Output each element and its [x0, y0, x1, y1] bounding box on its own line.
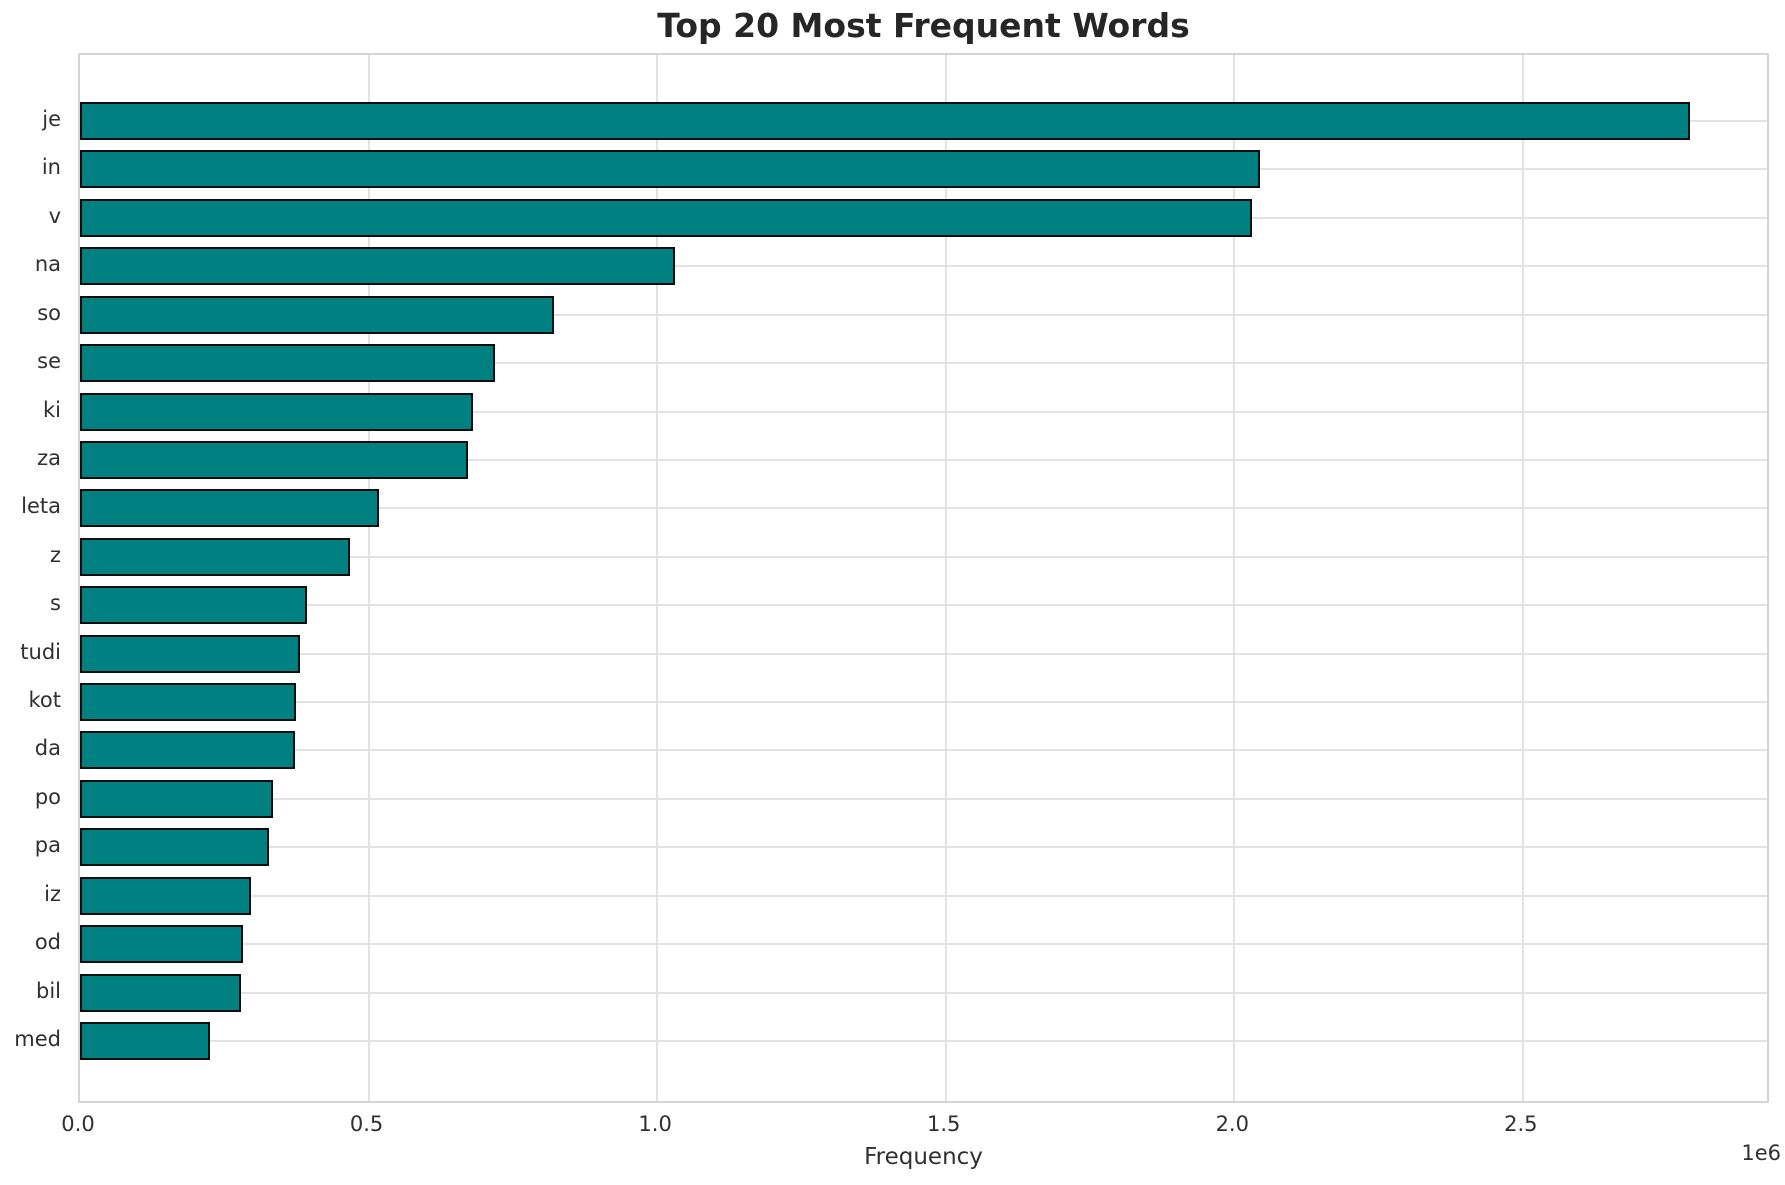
x-tick-label-1.0: 1.0 — [638, 1112, 672, 1136]
horizontal-gridline — [80, 362, 1767, 365]
y-tick-label-s: s — [50, 591, 61, 616]
horizontal-gridline — [80, 991, 1767, 994]
x-tick-label-0.5: 0.5 — [349, 1112, 384, 1136]
bar-je — [80, 102, 1691, 140]
bar-na — [80, 247, 676, 286]
bar-od — [80, 925, 243, 964]
horizontal-gridline — [80, 555, 1767, 558]
horizontal-gridline — [80, 604, 1767, 607]
horizontal-gridline — [80, 846, 1767, 849]
vertical-gridline — [367, 55, 370, 1101]
vertical-gridline — [944, 55, 947, 1101]
x-axis-label: Frequency — [864, 1144, 983, 1170]
plot-area — [78, 53, 1769, 1103]
y-tick-label-od: od — [34, 930, 61, 955]
y-tick-label-se: se — [37, 349, 61, 374]
y-tick-label-pa: pa — [34, 833, 61, 858]
bar-za — [80, 440, 468, 479]
y-tick-label-tudi: tudi — [20, 639, 61, 664]
bar-iz — [80, 876, 252, 915]
y-tick-label-v: v — [48, 203, 61, 228]
x-tick-label-2.5: 2.5 — [1504, 1112, 1538, 1136]
bar-so — [80, 295, 554, 334]
x-tick-label-0.0: 0.0 — [61, 1112, 95, 1136]
horizontal-gridline — [80, 701, 1767, 704]
bar-leta — [80, 489, 379, 528]
bar-ki — [80, 392, 474, 431]
horizontal-gridline — [80, 410, 1767, 413]
horizontal-gridline — [80, 749, 1767, 752]
chart-title: Top 20 Most Frequent Words — [657, 6, 1190, 45]
y-tick-label-za: za — [37, 445, 61, 470]
horizontal-gridline — [80, 797, 1767, 800]
horizontal-gridline — [80, 943, 1767, 946]
bar-po — [80, 779, 273, 818]
bar-da — [80, 731, 295, 770]
y-tick-label-na: na — [34, 252, 61, 277]
y-tick-label-ki: ki — [43, 397, 61, 422]
y-tick-label-po: po — [34, 784, 61, 809]
bar-tudi — [80, 634, 300, 673]
y-tick-label-je: je — [42, 107, 61, 131]
vertical-gridline — [1521, 55, 1524, 1101]
bar-z — [80, 537, 350, 576]
bar-med — [80, 1021, 210, 1060]
y-tick-label-da: da — [34, 736, 61, 761]
x-tick-label-2.0: 2.0 — [1215, 1112, 1249, 1136]
horizontal-gridline — [80, 1039, 1767, 1042]
bar-v — [80, 198, 1253, 237]
y-tick-label-in: in — [41, 155, 61, 180]
horizontal-gridline — [80, 652, 1767, 655]
bar-s — [80, 586, 307, 625]
bar-se — [80, 344, 495, 383]
bar-kot — [80, 683, 296, 722]
y-tick-label-kot: kot — [28, 688, 62, 713]
horizontal-gridline — [80, 458, 1767, 461]
y-tick-label-bil: bil — [36, 978, 61, 1003]
bar-pa — [80, 828, 269, 867]
horizontal-gridline — [80, 313, 1767, 316]
vertical-gridline — [1233, 55, 1236, 1101]
x-tick-label-1.5: 1.5 — [926, 1112, 961, 1136]
horizontal-gridline — [80, 894, 1767, 897]
y-tick-label-iz: iz — [44, 881, 61, 906]
x-axis-offset-label: 1e6 — [1741, 1141, 1781, 1165]
y-tick-label-so: so — [37, 300, 61, 325]
y-tick-label-z: z — [49, 542, 61, 567]
y-tick-label-med: med — [14, 1026, 61, 1051]
bar-bil — [80, 973, 242, 1012]
vertical-gridline — [656, 55, 659, 1101]
y-tick-label-leta: leta — [21, 494, 61, 519]
horizontal-gridline — [80, 265, 1767, 268]
bar-in — [80, 150, 1261, 189]
horizontal-gridline — [80, 507, 1767, 510]
